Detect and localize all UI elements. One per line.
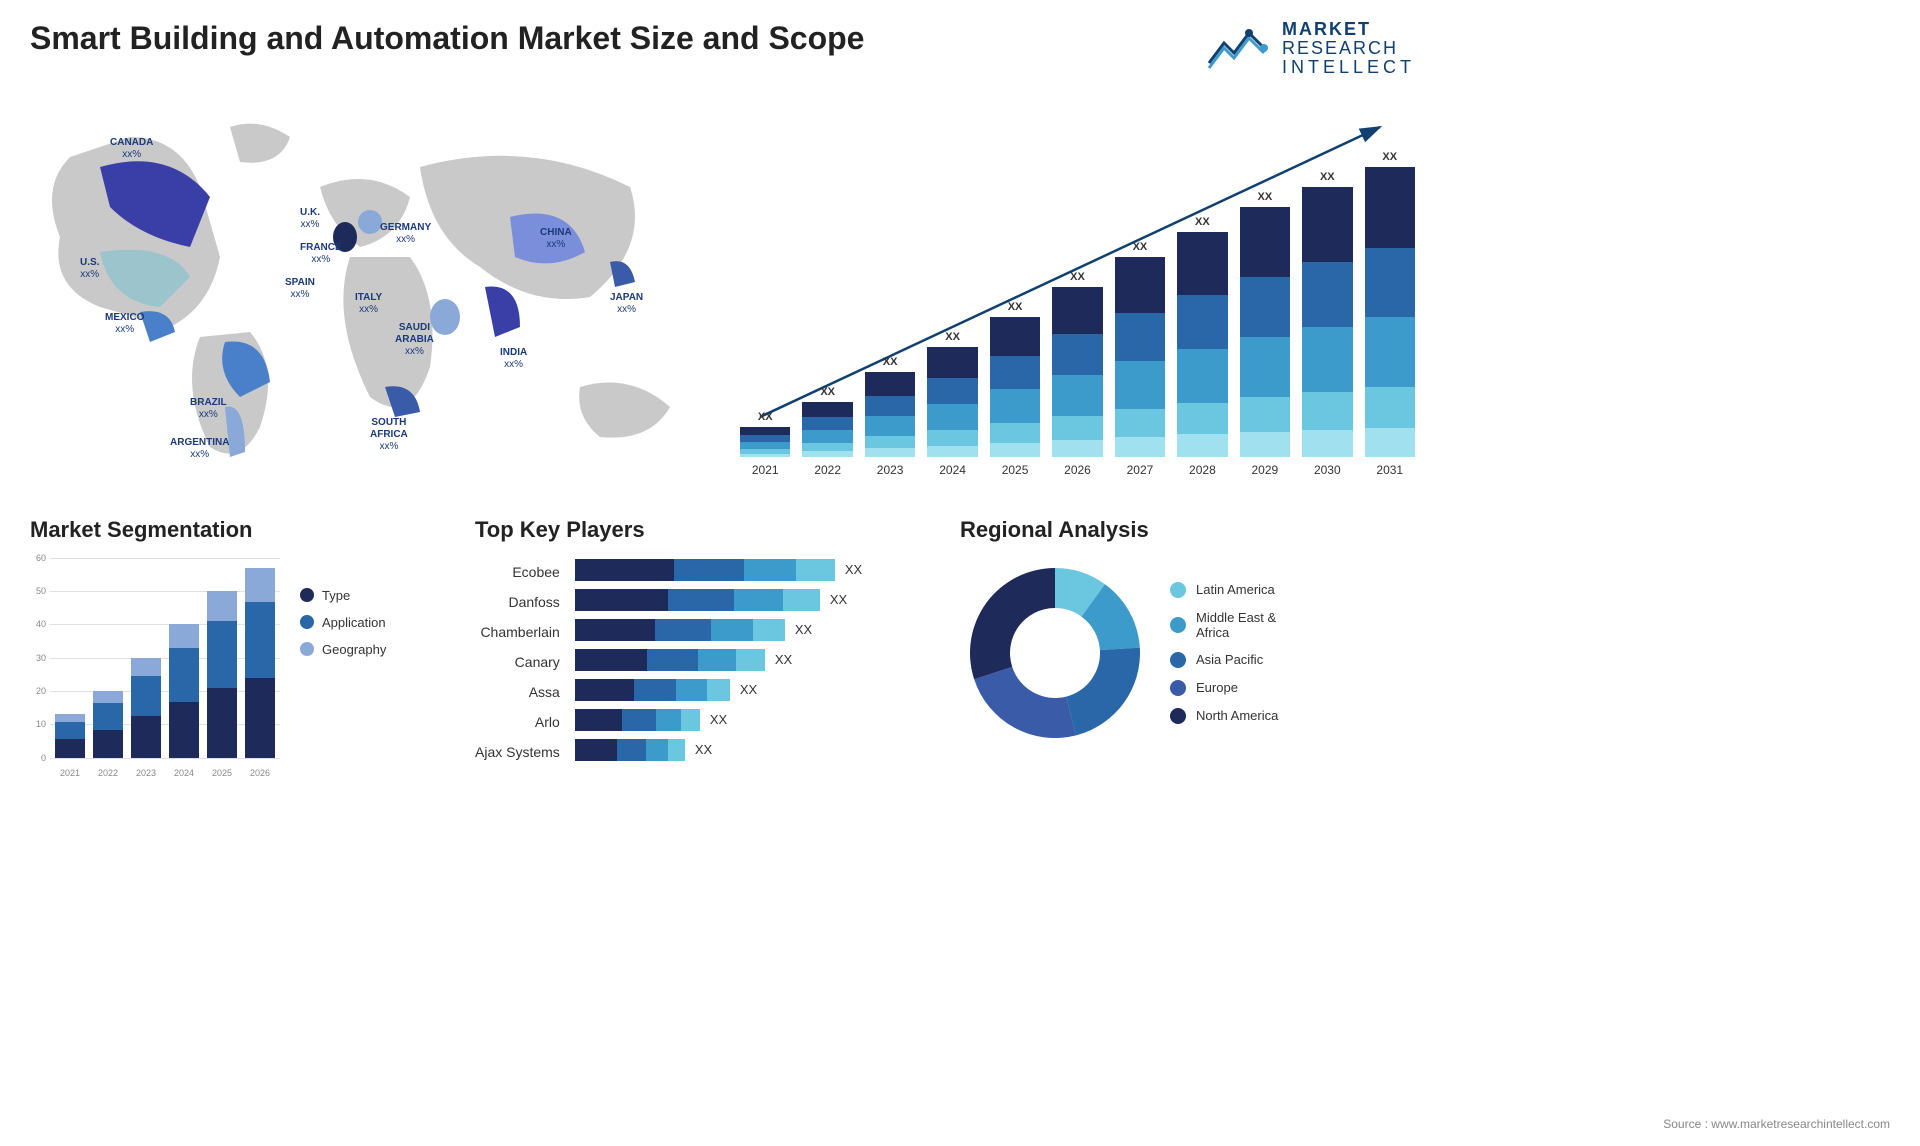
logo-text-3: INTELLECT (1282, 58, 1415, 77)
logo: MARKET RESEARCH INTELLECT (1204, 20, 1415, 77)
regional-legend: Latin America Middle East &Africa Asia Pac… (1170, 582, 1278, 724)
map-label: FRANCExx% (300, 242, 342, 266)
growth-bar: XX2027 (1115, 241, 1165, 477)
map-label: ITALYxx% (355, 292, 382, 316)
segmentation-bar (169, 624, 199, 757)
legend-item: Middle East &Africa (1170, 610, 1278, 640)
legend-item: Application (300, 615, 386, 630)
growth-bar: XX2024 (927, 331, 977, 477)
growth-bar: XX2022 (802, 386, 852, 477)
logo-text-2: RESEARCH (1282, 39, 1415, 58)
growth-bar: XX2021 (740, 411, 790, 477)
legend-item: Asia Pacific (1170, 652, 1278, 668)
player-name: Arlo (535, 710, 560, 734)
map-label: GERMANYxx% (380, 222, 431, 246)
segmentation-title: Market Segmentation (30, 517, 450, 543)
world-map: CANADAxx% U.S.xx% MEXICOxx% BRAZILxx% ARGENT… (30, 107, 710, 477)
map-label: SOUTHAFRICAxx% (370, 417, 408, 453)
segmentation-legend: Type Application Geography (300, 558, 386, 778)
map-label: MEXICOxx% (105, 312, 144, 336)
player-bar: XX (575, 558, 935, 582)
legend-item: North America (1170, 708, 1278, 724)
map-label: SPAINxx% (285, 277, 315, 301)
player-name: Danfoss (508, 590, 559, 614)
map-india (485, 286, 520, 337)
map-label: U.K.xx% (300, 207, 320, 231)
donut-slice (1066, 647, 1140, 735)
page-title: Smart Building and Automation Market Siz… (30, 20, 864, 57)
map-label: INDIAxx% (500, 347, 527, 371)
player-name: Ajax Systems (475, 740, 560, 764)
map-label: JAPANxx% (610, 292, 643, 316)
keyplayers-title: Top Key Players (475, 517, 935, 543)
player-bar: XX (575, 678, 935, 702)
player-bar: XX (575, 618, 935, 642)
growth-bar: XX2023 (865, 356, 915, 477)
growth-bar: XX2030 (1302, 171, 1352, 477)
map-label: CANADAxx% (110, 137, 153, 161)
growth-bar: XX2026 (1052, 271, 1102, 477)
map-label: U.S.xx% (80, 257, 99, 281)
regional-title: Regional Analysis (960, 517, 1415, 543)
map-label: BRAZILxx% (190, 397, 227, 421)
player-name: Assa (529, 680, 560, 704)
segmentation-bar (55, 714, 85, 757)
segmentation-bar (93, 691, 123, 758)
map-label: SAUDIARABIAxx% (395, 322, 434, 358)
legend-item: Latin America (1170, 582, 1278, 598)
map-japan (610, 261, 635, 287)
player-bar: XX (575, 738, 935, 762)
map-label: ARGENTINAxx% (170, 437, 229, 461)
player-name: Ecobee (512, 560, 559, 584)
player-name: Canary (515, 650, 560, 674)
donut-slice (970, 568, 1055, 679)
legend-item: Europe (1170, 680, 1278, 696)
legend-item: Geography (300, 642, 386, 657)
regional-donut (960, 558, 1150, 748)
segmentation-bar (131, 658, 161, 758)
keyplayers-chart: Ecobee Danfoss Chamberlain Canary Assa Arlo Aj… (475, 558, 935, 764)
player-bar: XX (575, 648, 935, 672)
legend-item: Type (300, 588, 386, 603)
player-name: Chamberlain (480, 620, 559, 644)
growth-bar: XX2028 (1177, 216, 1227, 477)
logo-text-1: MARKET (1282, 20, 1415, 39)
player-bar: XX (575, 708, 935, 732)
growth-bar: XX2029 (1240, 191, 1290, 477)
map-saudi (430, 299, 460, 335)
growth-bar: XX2031 (1365, 151, 1415, 477)
source-text: Source : www.marketresearchintellect.com (1663, 1117, 1890, 1131)
growth-chart: XX2021XX2022 XX2023XX2024 XX2025XX2026 XX20… (740, 107, 1415, 477)
segmentation-bar (207, 591, 237, 758)
player-bar: XX (575, 588, 935, 612)
map-label: CHINAxx% (540, 227, 572, 251)
segmentation-bar (245, 568, 275, 758)
map-germany (358, 210, 382, 234)
donut-slice (974, 667, 1076, 738)
growth-bar: XX2025 (990, 301, 1040, 477)
segmentation-chart: 0102030405060 202120222023202420252026 (30, 558, 280, 778)
